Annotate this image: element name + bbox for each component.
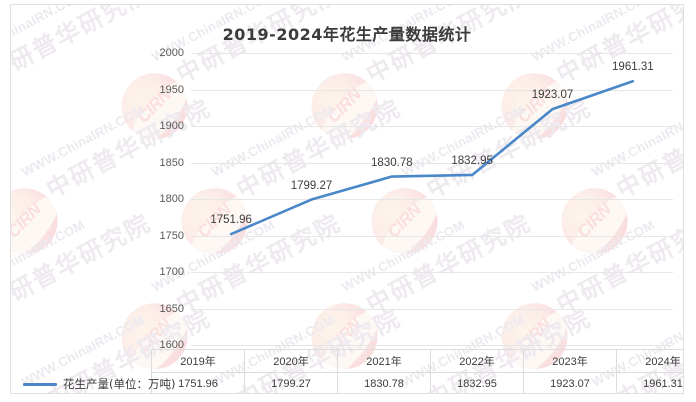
data-point-label: 1923.07 <box>531 89 574 102</box>
y-axis-tick-label: 1750 <box>159 229 184 242</box>
table-header-cell: 2024年 <box>616 349 683 373</box>
chart-title: 2019-2024年花生产量数据统计 <box>222 25 472 44</box>
legend-line-swatch-icon <box>23 382 57 386</box>
table-value-cell: 1799.27 <box>244 372 338 393</box>
watermark-cn-text: 中研普华研究院 <box>11 5 156 89</box>
legend-entry-peanut-output: 花生产量(单位：万吨) <box>19 372 175 393</box>
gridline <box>191 162 673 164</box>
watermark-cn-text: 中研普华研究院 <box>41 93 216 204</box>
table-header-cell: 2019年 <box>151 349 245 373</box>
data-point-label: 1799.27 <box>290 179 333 192</box>
cirn-logo-icon: CIRN <box>109 61 200 151</box>
series-line-peanut-output <box>229 79 635 236</box>
watermark-url-text: WWW.ChinaIRN.COM <box>19 102 148 180</box>
y-axis-tick-label: 1850 <box>159 156 184 169</box>
table-row-values: 花生产量(单位：万吨) 1751.96 1799.27 1830.78 1832.95… <box>19 372 683 393</box>
cirn-logo-icon: CIRN <box>11 176 70 266</box>
y-axis-tick-label: 1700 <box>159 266 184 278</box>
gridline <box>191 272 673 273</box>
y-axis-tick-label: 1800 <box>159 193 184 205</box>
table-header-cell: 2021年 <box>337 349 431 373</box>
logo-swoosh-icon <box>11 186 69 266</box>
data-point-label: 1832.95 <box>451 154 493 167</box>
y-axis-tick-label: 1650 <box>159 302 184 315</box>
table-row-header: 2019年 2020年 2021年 2022年 2023年 2024年 <box>19 349 683 373</box>
table-value-cell: 1830.78 <box>337 372 431 393</box>
logo-text: CIRN <box>11 200 45 242</box>
table-header-cell: 2023年 <box>523 349 617 373</box>
watermark-url-text: WWW.ChinaIRN.COM <box>11 217 88 295</box>
legend-label: 花生产量(单位：万吨) <box>63 376 176 391</box>
gridline <box>191 89 673 91</box>
data-table: 2019年 2020年 2021年 2022年 2023年 2024年 花生产量(单位：万… <box>19 349 683 393</box>
table-corner-cell <box>19 350 152 373</box>
data-point-label: 1751.96 <box>210 214 252 227</box>
data-point-label: 1830.78 <box>371 156 413 169</box>
gridline <box>191 126 673 127</box>
gridline <box>191 345 673 346</box>
y-axis-tick-label: 1900 <box>159 120 184 132</box>
table-value-cell: 1923.07 <box>523 372 617 393</box>
table-header-cell: 2020年 <box>244 349 338 373</box>
data-point-label: 1961.31 <box>612 61 654 74</box>
table-value-cell: 1832.95 <box>430 372 524 393</box>
table-header-cell: 2022年 <box>430 349 524 373</box>
y-axis-tick-label: 1950 <box>159 83 184 96</box>
gridline <box>191 53 673 54</box>
y-axis-tick-label: 2000 <box>159 47 184 59</box>
watermark-cn-text: 中研普华研究院 <box>11 208 156 319</box>
table-value-cell: 1961.31 <box>616 372 683 393</box>
plot-area: 2000 1950 1900 1850 1800 1750 1700 1650 1600 175… <box>160 47 673 351</box>
gridline <box>191 308 673 310</box>
chart-container: CIRNWWW.ChinaIRN.COM中研普华研究院CIRNWWW.China… <box>10 4 684 394</box>
